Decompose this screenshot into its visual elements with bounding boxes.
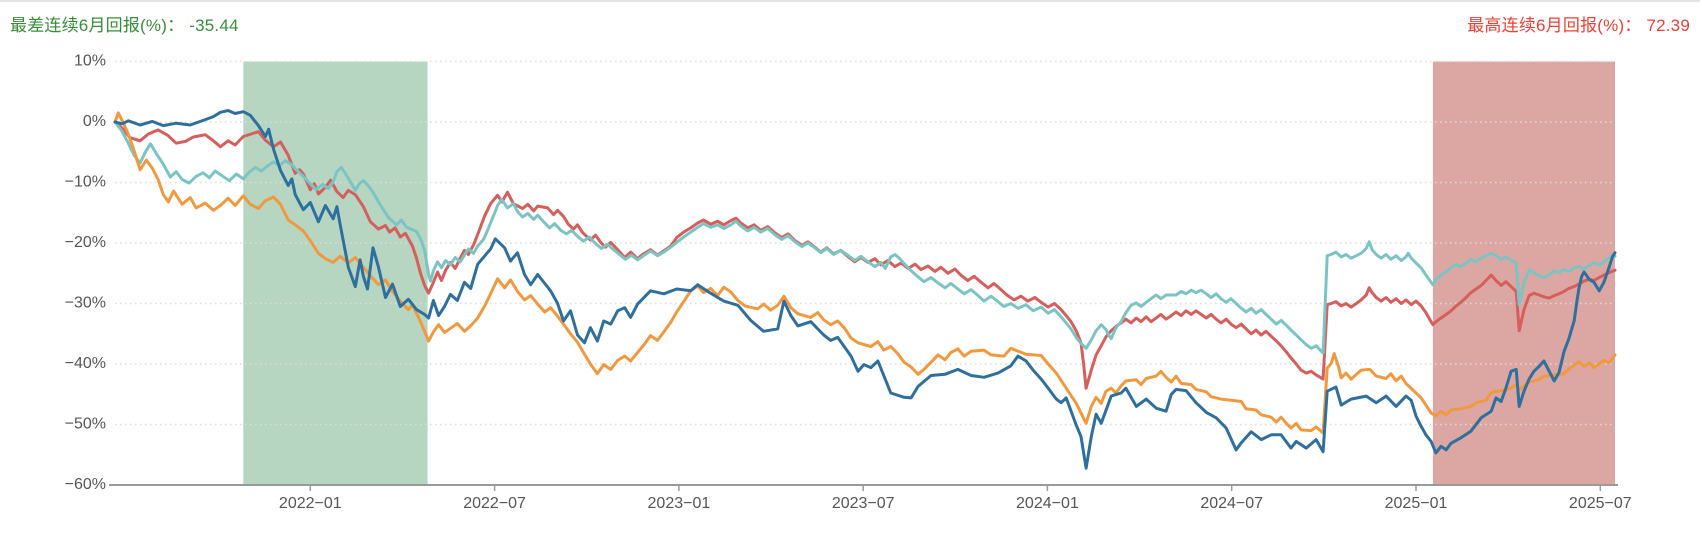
- x-tick-label: 2023−01: [648, 495, 711, 512]
- worst-6month-return-label: 最差连续6月回报(%)：: [10, 16, 185, 35]
- series-red[interactable]: [113, 120, 1617, 390]
- worst-6month-return-value: -35.44: [189, 16, 239, 35]
- series-blue[interactable]: [113, 109, 1617, 470]
- x-tick-label: 2024−07: [1200, 495, 1263, 512]
- y-tick-label: −10%: [65, 174, 106, 191]
- y-tick-label: −20%: [65, 234, 106, 251]
- y-tick-label: −40%: [65, 355, 106, 372]
- worst-6month-return-stat: 最差连续6月回报(%)： -35.44: [10, 11, 239, 36]
- y-tick-label: −60%: [65, 476, 106, 493]
- best-6month-return-stat: 最高连续6月回报(%)： 72.39: [1467, 11, 1690, 36]
- panel-top-border: [0, 0, 1700, 2]
- series-teal[interactable]: [113, 120, 1617, 355]
- x-tick-label: 2022−01: [279, 495, 342, 512]
- y-tick-label: 10%: [74, 53, 106, 70]
- best-6month-window-band: [1432, 61, 1615, 485]
- x-tick-label: 2025−07: [1569, 495, 1632, 512]
- y-tick-label: 0%: [83, 113, 106, 130]
- y-tick-label: −30%: [65, 295, 106, 312]
- x-tick-label: 2022−07: [463, 495, 526, 512]
- y-tick-label: −50%: [65, 416, 106, 433]
- x-tick-label: 2025−01: [1385, 495, 1448, 512]
- x-tick-label: 2023−07: [832, 495, 895, 512]
- x-tick-label: 2024−01: [1016, 495, 1079, 512]
- best-6month-return-label: 最高连续6月回报(%)：: [1467, 16, 1642, 35]
- best-6month-return-value: 72.39: [1646, 16, 1690, 35]
- worst-6month-window-band: [243, 61, 428, 485]
